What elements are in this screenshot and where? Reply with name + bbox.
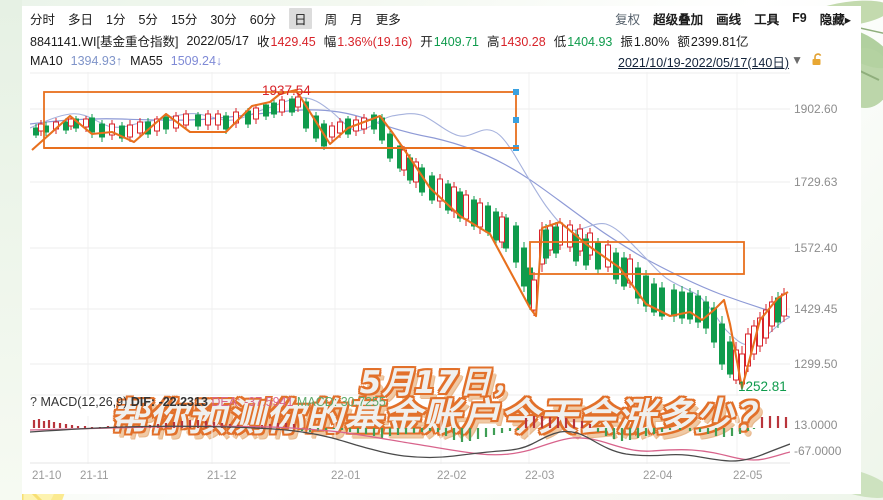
ma10-value: 1394.93↑ [70,54,123,68]
macd-dea-value: -37.5941 [244,395,294,409]
time-axis: 21-10 21-11 21-12 22-01 22-02 22-03 22-0… [22,466,861,490]
quote-change-value: 1.36%(19.16) [337,35,413,49]
period-tab-1min[interactable]: 1分 [106,12,126,27]
lock-open-icon[interactable] [811,53,825,66]
macd-help-icon[interactable]: ? [30,395,37,409]
period-toolbar-right: 复权 超级叠加 画线 工具 F9 隐藏▸ [615,9,857,28]
trough-price-label: 1252.81 [738,379,787,394]
toolbar-hide-button[interactable]: 隐藏▸ [819,12,851,27]
time-axis-tick-0: 21-10 [32,470,62,482]
period-tab-more[interactable]: 更多 [375,12,401,27]
period-tab-30min[interactable]: 30分 [210,12,237,27]
time-axis-tick-4: 22-02 [437,470,467,482]
quote-turnover-label: 额 [677,35,690,49]
quote-turnover: 额 2399.81亿 [677,31,748,50]
macd-header: ? MACD(12,26,9) DIF: -22.2313 DEA: -37.5… [30,395,386,409]
price-plot[interactable] [30,72,790,396]
candlestick-series [33,94,787,388]
quote-high: 高 1430.28 [487,31,546,50]
period-tab-60min[interactable]: 60分 [249,12,277,27]
macd-plot[interactable] [30,416,790,464]
time-axis-tick-5: 22-03 [525,470,555,482]
quote-change-label: 幅 [323,35,337,49]
toolbar-f9-button[interactable]: F9 [792,11,807,25]
time-axis-tick-2: 21-12 [207,470,237,482]
price-axis-tick-4: 1299.50 [794,357,838,371]
quote-low-value: 1404.93 [567,35,613,49]
ma55-value: 1509.24↓ [170,54,223,68]
quote-high-value: 1430.28 [500,35,546,49]
macd-hist-label: MACD: [296,395,338,409]
quote-low: 低 1404.93 [554,31,613,50]
quote-amplitude: 振 1.80% [620,31,669,50]
quote-summary-bar: 8841141.WI[基金重仓指数] 2022/05/17 收 1429.45 幅… [22,30,861,51]
toolbar-overlay-button[interactable]: 超级叠加 [653,12,704,27]
time-axis-tick-3: 22-01 [331,470,361,482]
period-tab-15min[interactable]: 15分 [170,12,198,27]
quote-close-value: 1429.45 [270,35,316,49]
time-axis-tick-6: 22-04 [643,470,673,482]
macd-axis-tick-1: -67.0000 [794,444,842,458]
macd-axis-tick-0: 13.0000 [794,418,838,432]
zigzag-trendline[interactable] [31,88,789,390]
macd-dif-line [30,425,790,462]
period-tab-week[interactable]: 周 [324,12,338,27]
macd-histogram [32,416,788,442]
quote-low-label: 低 [553,35,567,49]
period-tab-month[interactable]: 月 [350,12,363,27]
instrument-code: 8841141.WI[基金重仓指数] [30,35,179,49]
price-axis-tick-0: 1902.60 [794,102,838,116]
toolbar-tools-button[interactable]: 工具 [754,12,780,27]
period-tab-day[interactable]: 日 [289,7,312,29]
time-axis-tick-1: 21-11 [80,470,109,482]
chevron-down-icon[interactable]: ▼ [791,53,803,67]
quote-open-label: 开 [420,35,433,49]
macd-dif-label: DIF: [130,395,156,409]
macd-indicator-pane[interactable]: ? MACD(12,26,9) DIF: -22.2313 DEA: -37.5… [22,395,861,466]
quote-close: 收 1429.45 [257,31,316,50]
period-tab-5min[interactable]: 5分 [138,12,158,27]
ma10-label: MA10 [30,54,63,68]
quote-date: 2022/05/17 [186,33,249,48]
quote-change: 幅 1.36%(19.16) [324,31,413,50]
ma55-label: MA55 [130,54,163,68]
period-toolbar-left: 分时 多日 1分 5分 15分 30分 60分 日 周 月 更多 [30,7,401,29]
quote-high-label: 高 [486,35,500,49]
quote-open: 开 1409.71 [420,31,479,50]
peak-price-label: 1937.54 [262,83,311,98]
quote-amplitude-value: 1.80% [633,35,670,49]
quote-open-value: 1409.71 [433,35,479,49]
macd-dea-line [30,425,790,461]
quote-close-label: 收 [257,35,270,49]
left-edge-tint [0,0,22,500]
macd-dea-label: DEA: [211,395,241,409]
quote-amplitude-label: 振 [620,35,633,49]
period-toolbar: 分时 多日 1分 5分 15分 30分 60分 日 周 月 更多 复权 超级叠加… [22,6,861,30]
support-box-lower[interactable] [529,241,745,275]
toolbar-fuquan-button[interactable]: 复权 [615,12,641,27]
price-axis-tick-2: 1572.40 [794,241,838,255]
chart-terminal-window: 分时 多日 1分 5分 15分 30分 60分 日 周 月 更多 复权 超级叠加… [22,6,861,494]
date-range-selector[interactable]: 2021/10/19-2022/05/17(140日) [618,56,789,70]
macd-name[interactable]: MACD(12,26,9) [40,395,128,409]
quote-turnover-value: 2399.81亿 [690,35,749,49]
moving-average-bar: MA10 1394.93↑ MA55 1509.24↓ 2021/10/19-2… [22,51,861,71]
ma55-line [30,109,790,318]
macd-hist-value: 30.7255 [340,395,386,409]
price-axis-tick-3: 1429.45 [794,302,838,316]
period-tab-fenshi[interactable]: 分时 [30,12,56,27]
macd-dif-value: -22.2313 [158,395,208,409]
period-tab-duori[interactable]: 多日 [68,12,94,27]
price-axis-tick-1: 1729.63 [794,175,838,189]
price-chart-pane[interactable]: 1902.60 1729.63 1572.40 1429.45 1299.50 … [22,72,861,436]
toolbar-draw-button[interactable]: 画线 [716,12,742,27]
time-axis-tick-7: 22-05 [733,470,763,482]
